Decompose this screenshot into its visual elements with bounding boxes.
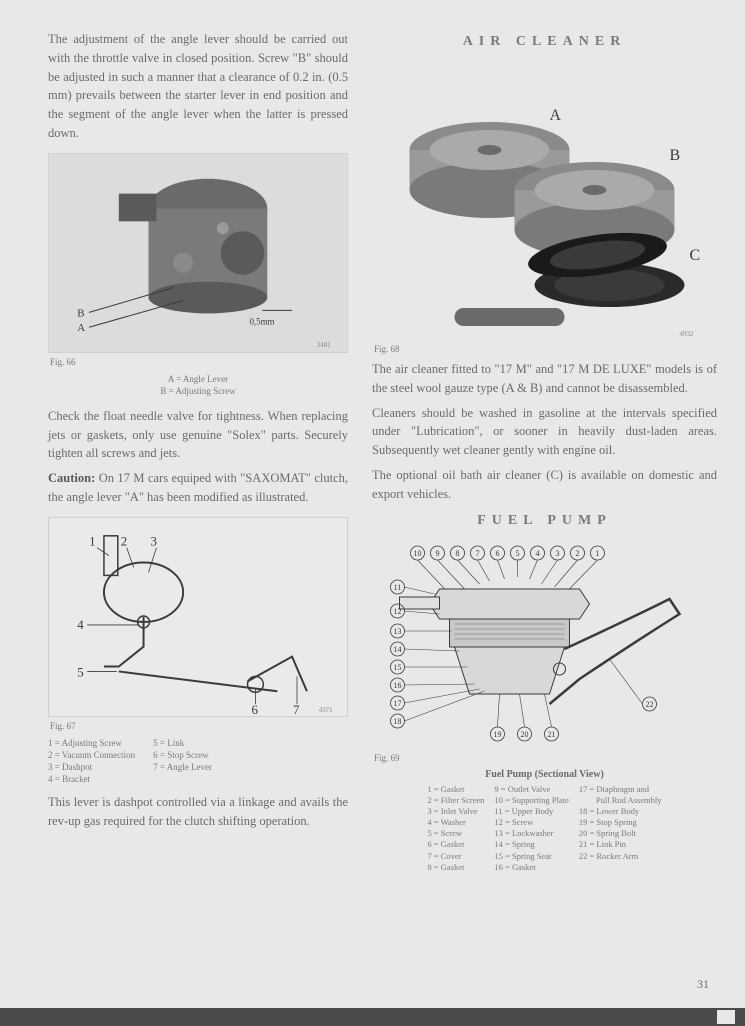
svg-text:22: 22 bbox=[646, 700, 654, 709]
fig68-caption: Fig. 68 bbox=[374, 344, 717, 354]
svg-text:4932: 4932 bbox=[680, 330, 695, 338]
fig69-legend: 1 = Gasket 2 = Filter Screen 3 = Inlet V… bbox=[372, 784, 717, 872]
svg-text:20: 20 bbox=[521, 730, 529, 739]
svg-text:1: 1 bbox=[89, 534, 95, 548]
fig66-label-a: A bbox=[77, 322, 85, 334]
figure-67: 1 2 3 4 5 6 7 4371 bbox=[48, 517, 348, 717]
svg-text:10: 10 bbox=[414, 549, 422, 558]
svg-text:8: 8 bbox=[456, 549, 460, 558]
air-cleaner-illustration: A B C 4932 bbox=[372, 60, 717, 340]
svg-text:5: 5 bbox=[77, 665, 83, 679]
svg-text:6: 6 bbox=[496, 549, 500, 558]
fig69-legend-col2: 9 = Outlet Valve 10 = Supporting Plate 1… bbox=[494, 784, 568, 872]
svg-text:12: 12 bbox=[394, 607, 402, 616]
figure-69: 10 9 8 7 6 5 4 3 2 1 bbox=[372, 539, 717, 749]
fig66-dimension: 0,5mm bbox=[249, 316, 274, 326]
svg-text:A: A bbox=[550, 107, 562, 124]
svg-text:16: 16 bbox=[394, 681, 402, 690]
right-para-1: The air cleaner fitted to "17 M" and "17… bbox=[372, 360, 717, 398]
scan-edge bbox=[0, 1008, 745, 1026]
right-para-2: Cleaners should be washed in gasoline at… bbox=[372, 404, 717, 460]
left-column: The adjustment of the angle lever should… bbox=[48, 30, 348, 873]
fig67-legend: 1 = Adjusting Screw 2 = Vacuum Connectio… bbox=[48, 737, 348, 786]
page-number: 31 bbox=[697, 977, 709, 992]
svg-text:1: 1 bbox=[596, 549, 600, 558]
fig69-caption: Fig. 69 bbox=[374, 753, 717, 763]
right-column: AIR CLEANER bbox=[372, 30, 717, 873]
svg-text:2: 2 bbox=[121, 534, 127, 548]
caution-label: Caution: bbox=[48, 471, 95, 485]
fig67-legend-right: 5 = Link 6 = Stop Screw 7 = Angle Lever bbox=[153, 737, 212, 786]
fig66-legend-a: A = Angle Lever bbox=[168, 374, 228, 384]
left-para-4: This lever is dashpot controlled via a l… bbox=[48, 793, 348, 831]
svg-text:13: 13 bbox=[394, 627, 402, 636]
svg-text:5: 5 bbox=[516, 549, 520, 558]
svg-text:15: 15 bbox=[394, 663, 402, 672]
fig66-legend-b: B = Adjusting Screw bbox=[160, 386, 235, 396]
carburetor-illustration: B A 0,5mm 3481 bbox=[49, 154, 347, 352]
figure-68: A B C 4932 bbox=[372, 60, 717, 340]
fig67-caption: Fig. 67 bbox=[50, 721, 348, 731]
fig69-legend-col1: 1 = Gasket 2 = Filter Screen 3 = Inlet V… bbox=[427, 784, 484, 872]
svg-text:4371: 4371 bbox=[319, 707, 333, 714]
svg-text:3: 3 bbox=[556, 549, 560, 558]
figure-66: B A 0,5mm 3481 bbox=[48, 153, 348, 353]
svg-text:18: 18 bbox=[394, 717, 402, 726]
fig69-subtitle: Fuel Pump (Sectional View) bbox=[372, 769, 717, 780]
svg-text:7: 7 bbox=[476, 549, 480, 558]
left-para-1: The adjustment of the angle lever should… bbox=[48, 30, 348, 143]
svg-text:19: 19 bbox=[494, 730, 502, 739]
left-para-2: Check the float needle valve for tightne… bbox=[48, 407, 348, 463]
svg-text:B: B bbox=[670, 147, 681, 164]
svg-text:C: C bbox=[690, 247, 701, 264]
air-cleaner-title: AIR CLEANER bbox=[372, 34, 717, 50]
right-para-3: The optional oil bath air cleaner (C) is… bbox=[372, 466, 717, 504]
fuel-pump-diagram: 10 9 8 7 6 5 4 3 2 1 bbox=[372, 539, 717, 749]
svg-text:17: 17 bbox=[394, 699, 402, 708]
svg-text:14: 14 bbox=[394, 645, 402, 654]
fig69-legend-col3: 17 = Diaphragm and Pull Rod Assembly 18 … bbox=[579, 784, 662, 872]
svg-text:6: 6 bbox=[251, 703, 258, 716]
svg-text:21: 21 bbox=[548, 730, 556, 739]
fig66-legend: A = Angle Lever B = Adjusting Screw bbox=[48, 373, 348, 397]
svg-text:2: 2 bbox=[576, 549, 580, 558]
fig67-legend-left: 1 = Adjusting Screw 2 = Vacuum Connectio… bbox=[48, 737, 135, 786]
svg-text:3: 3 bbox=[150, 534, 156, 548]
fig66-ref: 3481 bbox=[317, 342, 331, 349]
svg-text:4: 4 bbox=[77, 617, 84, 631]
left-para-3: Caution: On 17 M cars equiped with "SAXO… bbox=[48, 469, 348, 507]
svg-text:7: 7 bbox=[293, 703, 300, 716]
fig66-caption: Fig. 66 bbox=[50, 357, 348, 367]
fuel-pump-title: FUEL PUMP bbox=[372, 513, 717, 529]
fig66-label-b: B bbox=[77, 307, 84, 319]
svg-text:11: 11 bbox=[394, 583, 402, 592]
svg-text:4: 4 bbox=[536, 549, 540, 558]
svg-text:9: 9 bbox=[436, 549, 440, 558]
dashpot-diagram: 1 2 3 4 5 6 7 4371 bbox=[49, 518, 347, 716]
